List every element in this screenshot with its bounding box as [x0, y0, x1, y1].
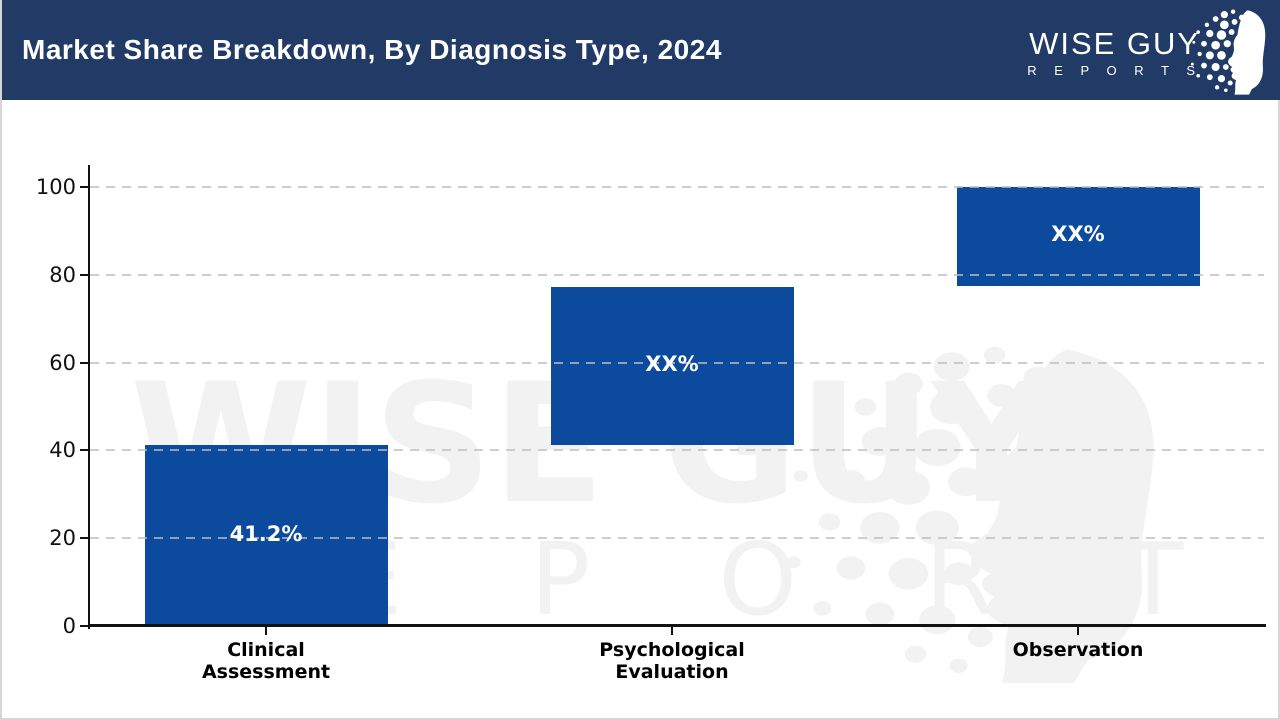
- x-category-label: Clinical Assessment: [106, 639, 426, 683]
- watermark-face-icon: [786, 346, 1154, 683]
- y-tick-label: 40: [49, 438, 76, 463]
- y-tick-label: 100: [35, 175, 76, 199]
- y-tick-label: 80: [49, 262, 76, 287]
- brand-subname: R E P O R T S: [1027, 62, 1202, 78]
- y-axis-tick: [80, 273, 88, 276]
- header-band: Market Share Breakdown, By Diagnosis Typ…: [2, 0, 1280, 100]
- x-category-label-line: Assessment: [201, 661, 331, 683]
- brand-logo: WISE GUY R E P O R T S: [1027, 6, 1268, 96]
- chart-plot-area: WISE GUY R E P O R T S 02040608010041.2%…: [2, 100, 1280, 720]
- page-title: Market Share Breakdown, By Diagnosis Typ…: [22, 34, 722, 65]
- x-axis-line: [88, 624, 1266, 627]
- gridline: [90, 273, 1264, 276]
- y-axis-line: [88, 165, 90, 629]
- gridline: [90, 361, 1264, 364]
- x-axis-tick: [671, 627, 673, 635]
- y-axis-tick: [80, 625, 88, 627]
- bar-segment: [550, 286, 794, 446]
- bar-value-label: 41.2%: [229, 521, 303, 546]
- y-tick-label: 60: [49, 350, 76, 375]
- y-axis-tick: [80, 361, 88, 364]
- x-category-label: Observation: [918, 639, 1238, 661]
- gridline: [90, 186, 1264, 188]
- y-axis-tick: [80, 449, 88, 452]
- x-axis-tick: [265, 627, 267, 635]
- x-category-label: Psychological Evaluation: [512, 639, 832, 683]
- brand-logo-text: WISE GUY R E P O R T S: [1027, 25, 1202, 80]
- gridline: [90, 537, 1264, 540]
- bar-value-label: XX%: [645, 351, 699, 376]
- x-category-label-line: Observation: [1012, 639, 1144, 661]
- brand-name: WISE GUY: [1029, 25, 1201, 61]
- y-tick-label: 20: [49, 526, 76, 551]
- y-tick-label: 0: [62, 614, 76, 638]
- x-category-label-line: Clinical: [227, 639, 305, 661]
- x-category-label-line: Psychological: [599, 639, 745, 661]
- brand-face-icon: [1190, 9, 1266, 95]
- y-axis-tick: [80, 186, 88, 188]
- bar-segment: [144, 445, 388, 626]
- x-axis-tick: [1077, 627, 1079, 635]
- bar-segment: [956, 187, 1200, 286]
- gridline: [90, 449, 1264, 452]
- x-category-label-line: Evaluation: [615, 661, 729, 683]
- bar-value-label: XX%: [1051, 222, 1105, 247]
- y-axis-tick: [80, 537, 88, 540]
